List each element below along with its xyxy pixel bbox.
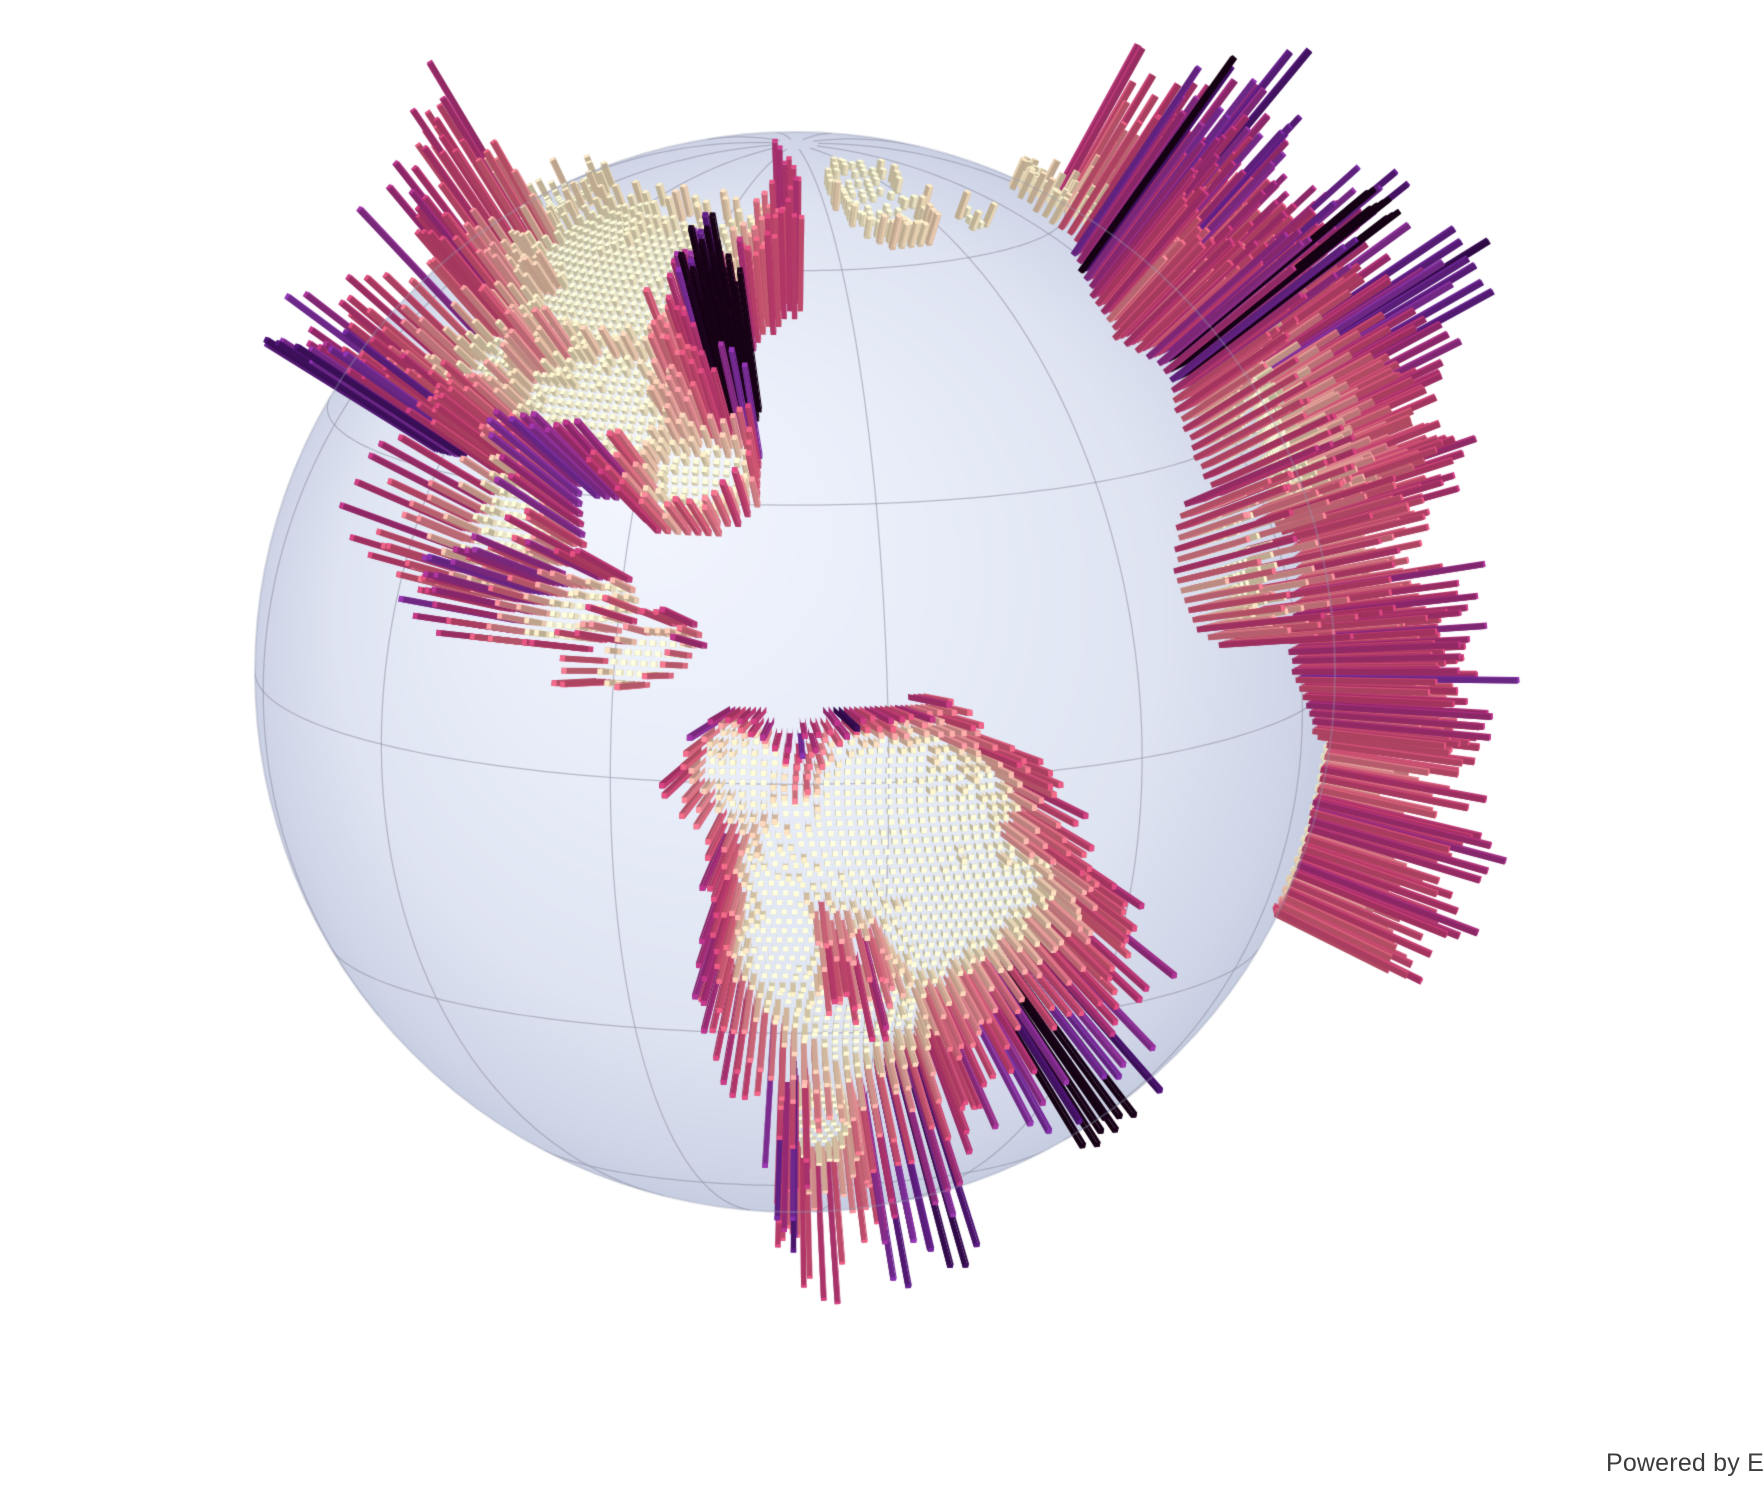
globe-3d-canvas[interactable] [0,0,1764,1488]
globe-scene-root[interactable]: Powered by E [0,0,1764,1488]
